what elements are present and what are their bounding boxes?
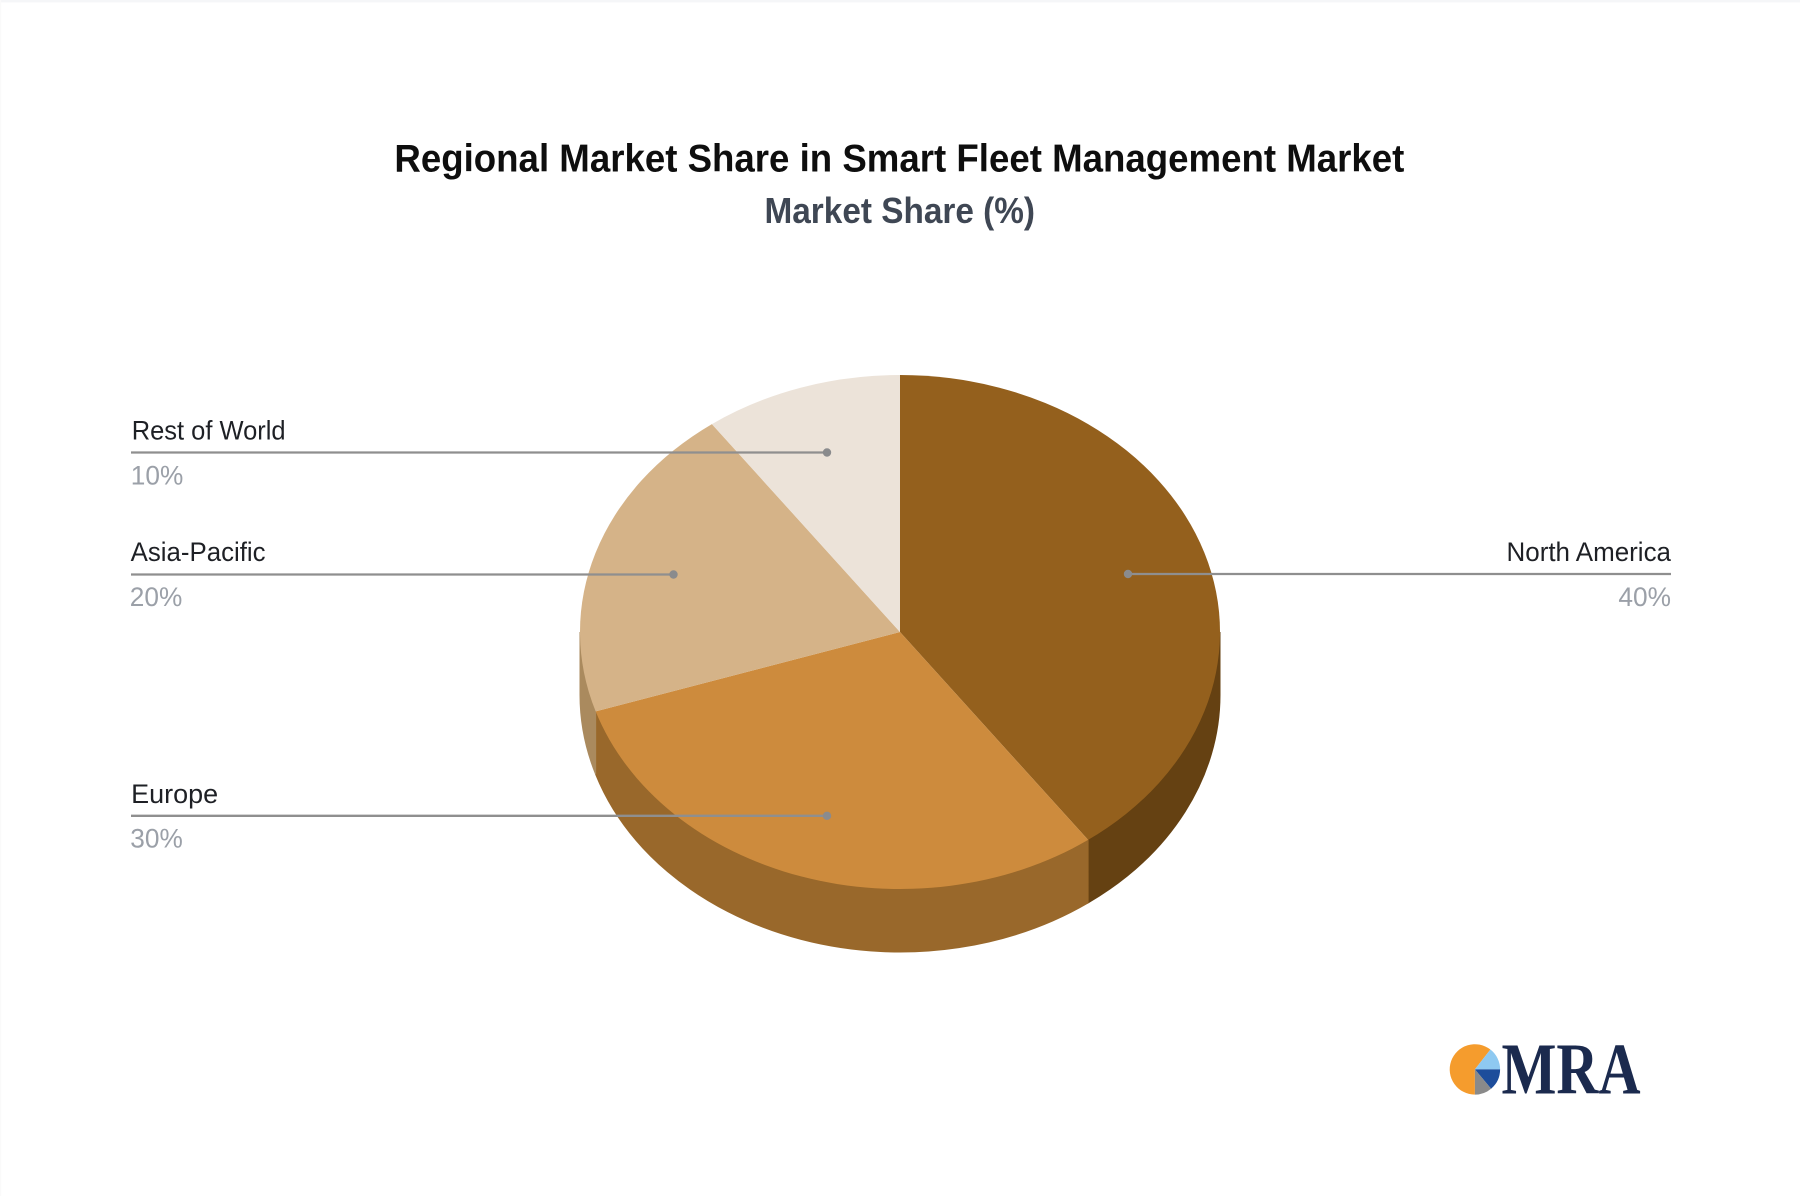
svg-text:10%: 10% [131, 461, 184, 491]
svg-text:North America: North America [1507, 537, 1672, 567]
svg-text:Market Share (%): Market Share (%) [765, 191, 1036, 231]
svg-text:Europe: Europe [131, 779, 218, 809]
svg-text:MRA: MRA [1502, 1029, 1641, 1110]
svg-text:20%: 20% [130, 582, 183, 612]
svg-text:30%: 30% [130, 824, 183, 854]
svg-text:Rest of World: Rest of World [132, 416, 286, 446]
svg-text:Asia-Pacific: Asia-Pacific [131, 537, 266, 567]
svg-text:Regional Market Share in Smart: Regional Market Share in Smart Fleet Man… [394, 137, 1404, 180]
svg-text:40%: 40% [1618, 582, 1671, 612]
